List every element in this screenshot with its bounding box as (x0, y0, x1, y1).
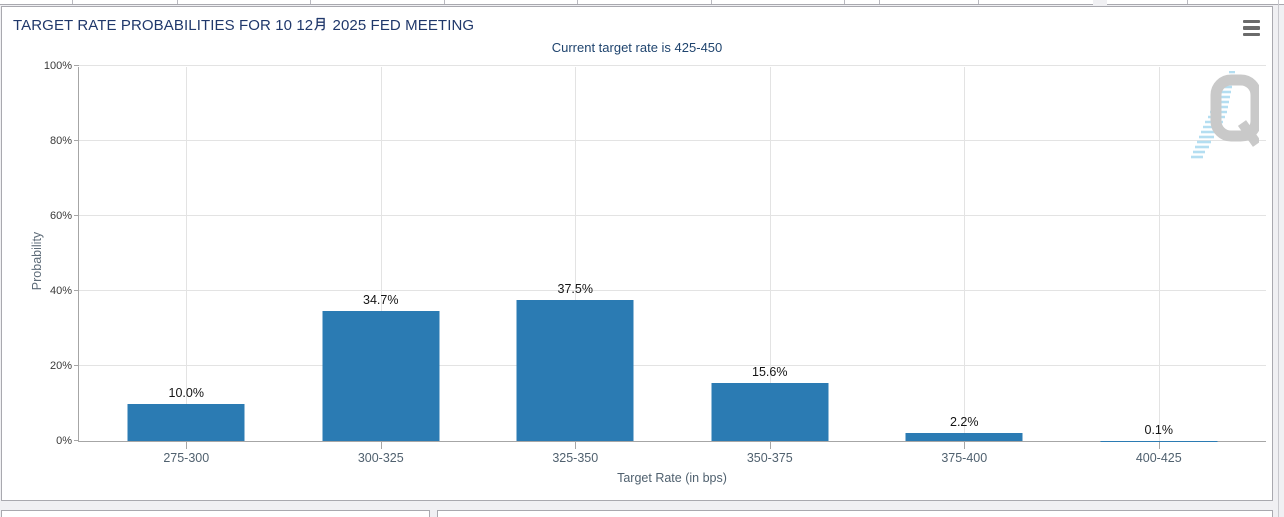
x-axis-tick-label: 400-425 (1135, 451, 1182, 465)
bar-value-label: 37.5% (557, 282, 593, 297)
hamburger-icon (1243, 19, 1260, 24)
x-axis-tick-label: 325-350 (552, 451, 599, 465)
menu-button[interactable] (1241, 17, 1263, 39)
bottom-panel-left (1, 510, 430, 517)
y-axis-tick-label: 100% (43, 60, 72, 72)
chart-subtitle: Current target rate is 425-450 (551, 40, 723, 55)
cjk-month-glyph (314, 17, 326, 31)
x-axis-tick (964, 442, 966, 449)
table-cell-divider (844, 0, 845, 4)
table-cell-divider (310, 0, 311, 4)
bar-value-label: 10.0% (168, 385, 204, 400)
bar-value-label: 0.1% (1144, 422, 1174, 437)
probability-bar[interactable] (711, 382, 829, 441)
table-cell-divider (879, 0, 880, 4)
table-cell-divider (1187, 0, 1188, 4)
category-slot: 10.0% 275-300 (89, 67, 284, 465)
hamburger-icon (1243, 26, 1260, 30)
quikstrike-watermark-q-logo (1191, 71, 1259, 159)
bar-value-label: 2.2% (950, 414, 979, 429)
probability-bar[interactable] (322, 310, 440, 441)
page-title-text-1: TARGET RATE PROBABILITIES FOR 10 12 (13, 17, 314, 34)
vertical-gridline (380, 67, 382, 441)
category-slot: 2.2% 375-400 (867, 67, 1062, 465)
x-axis-tick (1158, 442, 1160, 449)
bar-value-label: 15.6% (752, 364, 788, 379)
horizontal-gridline (79, 365, 1266, 366)
y-axis-title: Probability (30, 231, 45, 291)
x-axis-tick (380, 442, 382, 449)
vertical-gridline (769, 67, 771, 441)
x-axis-tick (575, 442, 577, 449)
table-cell-divider (577, 0, 578, 4)
probability-bar[interactable] (516, 300, 634, 441)
bar-value-label: 34.7% (363, 292, 399, 307)
vertical-gridline (186, 67, 188, 441)
y-axis-tick-label: 20% (49, 360, 72, 372)
category-slots: 10.0% 275-300 34.7% 300-325 37.5% 325-350 15.6… (89, 67, 1257, 465)
horizontal-gridline (79, 140, 1266, 141)
y-axis-tick (74, 140, 79, 141)
x-axis-tick-label: 275-300 (163, 451, 210, 465)
cropped-table-row-left (0, 0, 1093, 5)
x-axis-tick (186, 442, 188, 449)
table-cell-divider (978, 0, 979, 4)
table-cell-divider (177, 0, 178, 4)
cropped-table-row-right (1107, 0, 1284, 5)
horizontal-gridline (79, 65, 1266, 66)
category-slot: 15.6% 350-375 (673, 67, 868, 465)
y-axis-tick (74, 290, 79, 291)
y-axis-tick (74, 440, 79, 441)
x-axis-tick-label: 350-375 (746, 451, 793, 465)
x-axis-tick (769, 442, 771, 449)
page-title: TARGET RATE PROBABILITIES FOR 10 12 2025… (13, 16, 474, 34)
y-axis-tick-label: 80% (49, 135, 72, 147)
vertical-gridline (964, 67, 966, 441)
y-axis-tick (74, 215, 79, 216)
category-slot: 0.1% 400-425 (1062, 67, 1257, 465)
x-axis-tick-label: 375-400 (941, 451, 988, 465)
table-cell-divider (444, 0, 445, 4)
x-axis-tick-label: 300-325 (357, 451, 404, 465)
y-axis-tick (74, 65, 79, 66)
y-axis-tick-label: 40% (49, 285, 72, 297)
category-slot: 34.7% 300-325 (284, 67, 479, 465)
y-axis-tick (74, 365, 79, 366)
table-cell-divider (711, 0, 712, 4)
horizontal-gridline (79, 215, 1266, 216)
x-axis-title: Target Rate (in bps) (617, 471, 727, 485)
probability-bar[interactable] (127, 403, 245, 441)
adjacent-panel-edge (1278, 0, 1279, 517)
bar-chart-plot-area: 10.0% 275-300 34.7% 300-325 37.5% 325-350 15.6… (44, 60, 1266, 465)
chart-panel: TARGET RATE PROBABILITIES FOR 10 12 2025… (1, 6, 1273, 501)
probability-bar[interactable] (905, 432, 1023, 441)
y-axis-tick-label: 0% (56, 435, 72, 447)
horizontal-gridline (79, 290, 1266, 291)
bottom-panel-right (437, 510, 1273, 517)
category-slot: 37.5% 325-350 (478, 67, 673, 465)
page-title-text-2: 2025 FED MEETING (328, 17, 475, 34)
vertical-gridline (1158, 67, 1160, 441)
vertical-gridline (575, 67, 577, 441)
table-cell-divider (72, 0, 73, 4)
hamburger-icon (1243, 32, 1260, 37)
y-axis-tick-label: 60% (49, 210, 72, 222)
